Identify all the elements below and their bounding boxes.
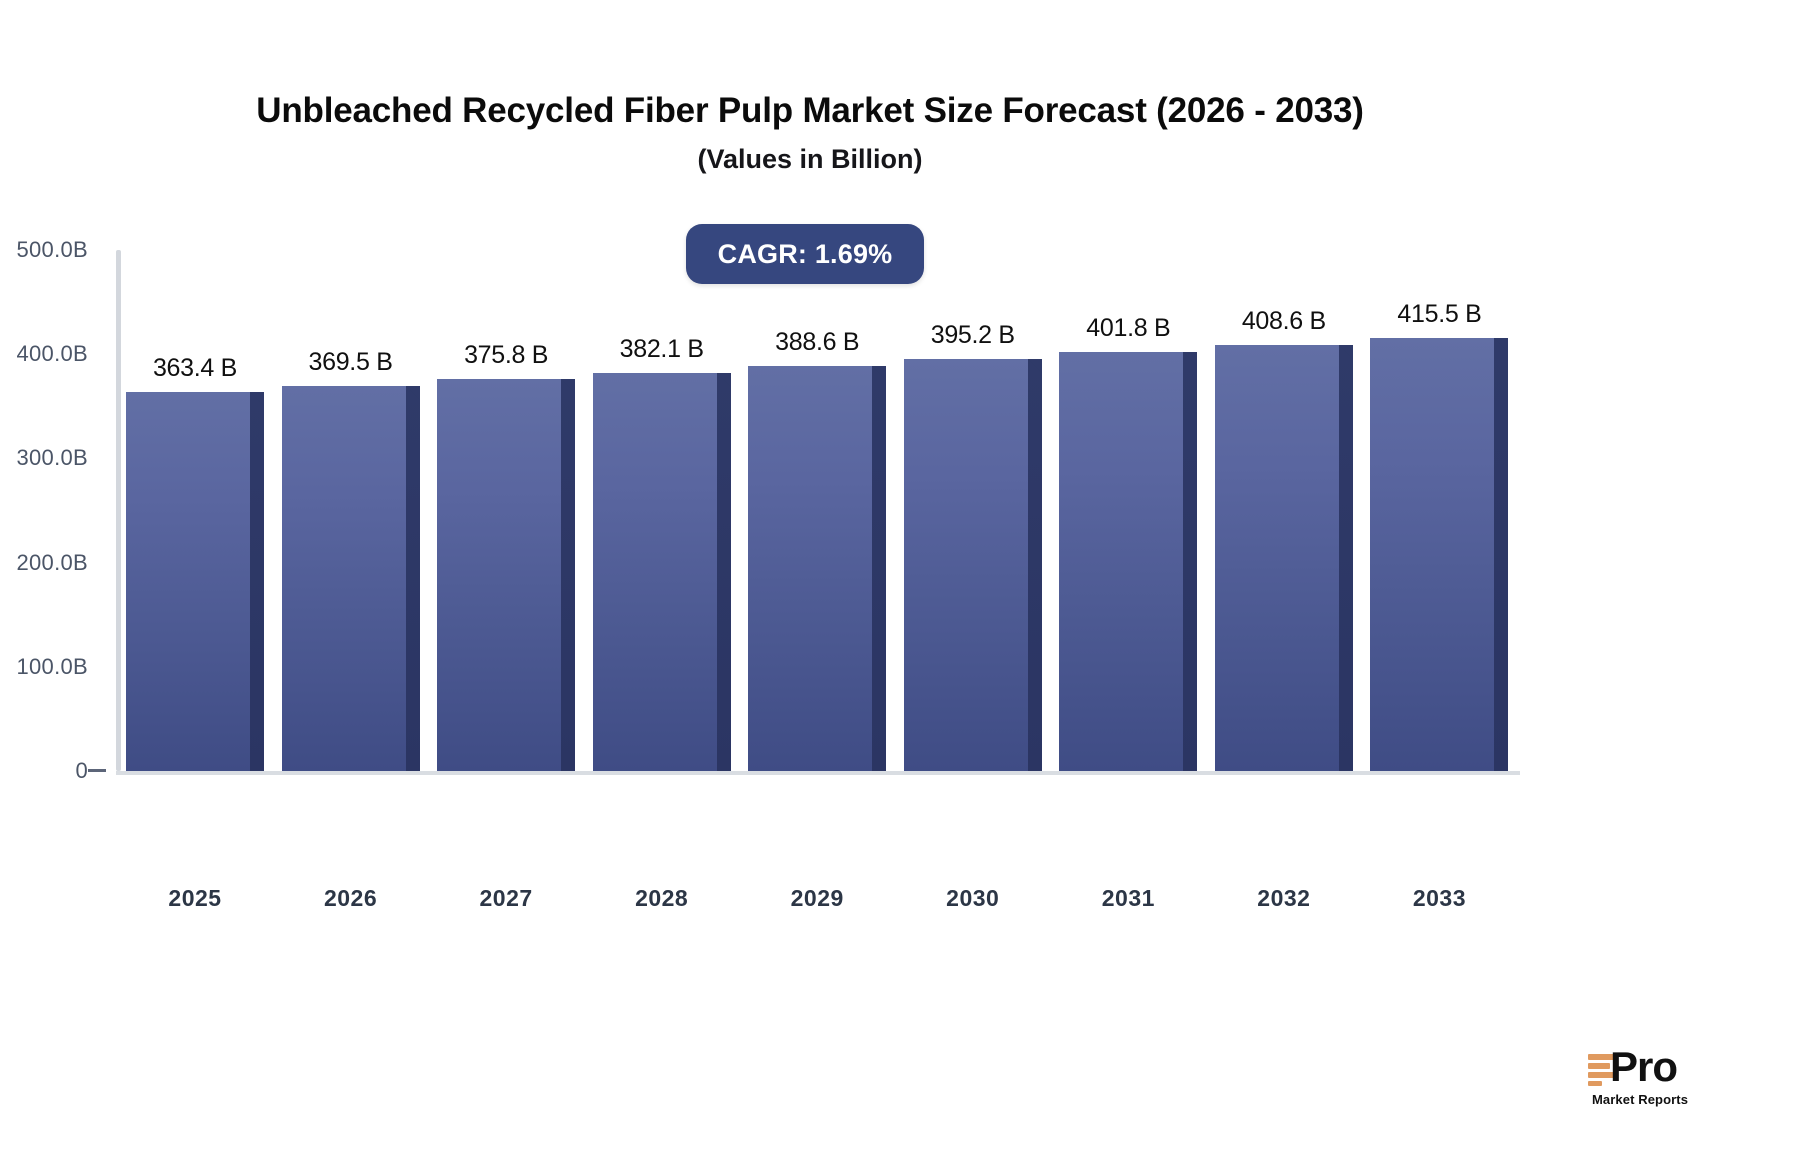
bar-side-face — [716, 372, 731, 771]
bar-column[interactable]: 401.8 B — [1059, 314, 1198, 771]
bar-column[interactable]: 408.6 B — [1214, 307, 1353, 771]
bar-column[interactable]: 369.5 B — [281, 348, 420, 771]
bar-column[interactable]: 375.8 B — [437, 341, 576, 771]
x-axis-tick: 2033 — [1412, 885, 1467, 911]
y-axis-tick: 300.0B — [16, 445, 88, 471]
x-axis-tick: 2031 — [1101, 885, 1155, 911]
bar-top-bevel — [716, 372, 731, 387]
bars-logo-icon — [1588, 1054, 1616, 1088]
bar-column[interactable]: 382.1 B — [592, 335, 731, 771]
logo-wordmark: Pro — [1610, 1043, 1678, 1090]
title-block: Unbleached Recycled Fiber Pulp Market Si… — [0, 91, 1620, 174]
bar-top-bevel — [1027, 359, 1042, 374]
y-axis-tick: 500.0B — [16, 237, 88, 262]
bar-value-label: 375.8 B — [464, 341, 549, 370]
x-axis-tick: 2029 — [790, 885, 844, 911]
cagr-badge-label: CAGR: 1.69% — [717, 238, 893, 269]
bar-side-face — [1183, 352, 1198, 771]
bar-front-face — [903, 359, 1028, 771]
x-axis-tick: 2025 — [168, 885, 222, 911]
y-axis-tick: 400.0B — [16, 341, 88, 367]
y-axis-tick: 0 — [75, 758, 88, 783]
y-axis-tick: 200.0B — [16, 549, 88, 575]
x-axis-line — [116, 771, 1520, 775]
bar-side-face — [405, 385, 420, 771]
bar-front-face — [748, 366, 873, 771]
bar-front-face — [437, 379, 562, 771]
bar-column[interactable]: 395.2 B — [903, 321, 1042, 771]
y-axis-tick-labels: 0 100.0B 200.0B 300.0B 400.0B 500.0B — [0, 237, 100, 783]
zero-tick-mark — [88, 769, 106, 772]
y-axis-line — [116, 250, 121, 771]
bar-top-bevel — [1338, 345, 1353, 360]
bar-top-bevel — [405, 385, 420, 400]
bar-value-label: 363.4 B — [152, 354, 238, 383]
x-axis-tick: 2027 — [479, 885, 533, 911]
bar-top-bevel — [1494, 338, 1509, 353]
chart-subtitle: (Values in Billion) — [697, 143, 923, 174]
bar-series: 363.4 B 369.5 B 375.8 B 382.1 B 388.6 B 395.2… — [116, 250, 1516, 771]
bar-value-label: 408.6 B — [1241, 307, 1326, 336]
bar-value-label: 382.1 B — [619, 334, 704, 363]
bar-front-face — [1370, 338, 1495, 771]
bar-front-face — [281, 385, 406, 771]
bar-value-label: 369.5 B — [308, 347, 393, 376]
bar-column[interactable]: 388.6 B — [748, 328, 887, 771]
bar-top-bevel — [561, 379, 576, 394]
bar-front-face — [1059, 352, 1184, 771]
brand-logo: Pro Market Reports — [1588, 1046, 1708, 1116]
cagr-badge: CAGR: 1.69% — [686, 224, 924, 284]
x-axis-tick: 2032 — [1257, 885, 1311, 911]
bar-front-face — [1214, 345, 1339, 771]
logo-tagline: Market Reports — [1592, 1092, 1689, 1107]
bar-value-label: 401.8 B — [1086, 314, 1171, 343]
bar-value-label: 415.5 B — [1397, 300, 1482, 329]
x-axis-tick: 2028 — [635, 885, 689, 911]
bar-column[interactable]: 415.5 B — [1370, 300, 1509, 771]
y-axis-tick: 100.0B — [16, 653, 88, 679]
bar-top-bevel — [250, 392, 264, 407]
bar-side-face — [1494, 338, 1509, 771]
bar-front-face — [592, 372, 717, 771]
x-axis-tick: 2030 — [946, 885, 1000, 911]
bar-side-face — [561, 379, 576, 771]
bar-top-bevel — [1183, 352, 1198, 367]
bar-value-label: 388.6 B — [775, 328, 860, 357]
bar-side-face — [1027, 359, 1042, 771]
x-axis-tick-labels: 2025 2026 2027 2028 2029 2030 2031 2032 2033 — [116, 885, 1516, 925]
bar-side-face — [1338, 345, 1353, 771]
bar-top-bevel — [872, 366, 887, 381]
x-axis-tick: 2026 — [323, 885, 378, 911]
bar-side-face — [250, 392, 264, 771]
plot-area — [88, 250, 1520, 775]
page-title: Unbleached Recycled Fiber Pulp Market Si… — [256, 91, 1364, 130]
bar-column[interactable]: 363.4 B — [126, 354, 264, 771]
bar-value-label: 395.2 B — [930, 321, 1015, 350]
bar-side-face — [872, 366, 887, 771]
bar-front-face — [126, 392, 250, 771]
